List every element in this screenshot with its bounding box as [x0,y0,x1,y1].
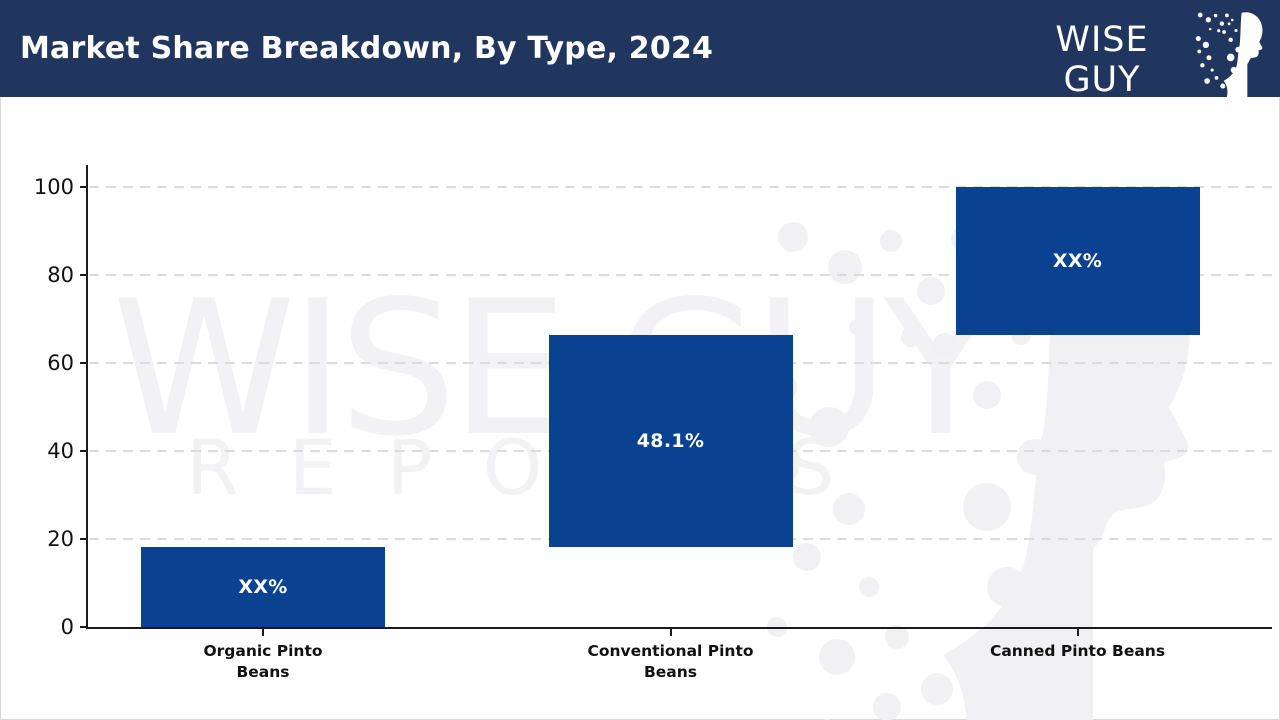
page-title: Market Share Breakdown, By Type, 2024 [20,31,714,66]
y-tick-label: 40 [47,439,74,463]
bar-value-label: XX% [238,575,288,598]
y-axis-tick [80,538,88,540]
gridline [89,186,1272,188]
logo-head-icon [1195,12,1263,98]
x-tick-label: Canned Pinto Beans [989,642,1166,660]
bar-value-label: XX% [1052,250,1103,273]
y-axis-tick [80,362,88,364]
logo-subtext: REPORTS [1042,102,1171,118]
bar-3: XX% [955,187,1200,336]
y-tick-label: 100 [33,175,74,199]
bar-value-label: 48.1% [636,430,705,453]
y-tick-label: 60 [47,351,74,375]
y-axis-tick [80,274,88,276]
wise-guy-logo: WISE GUY REPORTS [1016,6,1266,118]
x-axis-tick [669,628,672,636]
y-tick-label: 80 [47,263,74,287]
y-axis-line [86,165,88,629]
gridline [89,274,1272,276]
y-tick-label: 0 [60,615,74,639]
y-axis-tick [80,450,88,452]
logo-wordmark: WISE GUY [1055,20,1149,100]
x-axis-line [86,627,1272,629]
x-axis-tick [1076,628,1079,636]
bar-2: 48.1% [548,335,793,547]
header: Market Share Breakdown, By Type, 2024 WI… [0,0,1280,118]
y-axis-tick [80,186,88,188]
x-tick-label: Organic Pinto Beans [203,642,323,681]
x-tick-label: Conventional Pinto Beans [587,642,754,681]
y-tick-label: 20 [47,527,74,551]
y-axis-tick [80,626,88,628]
bar-1: XX% [141,546,385,627]
x-axis-tick [262,628,264,636]
